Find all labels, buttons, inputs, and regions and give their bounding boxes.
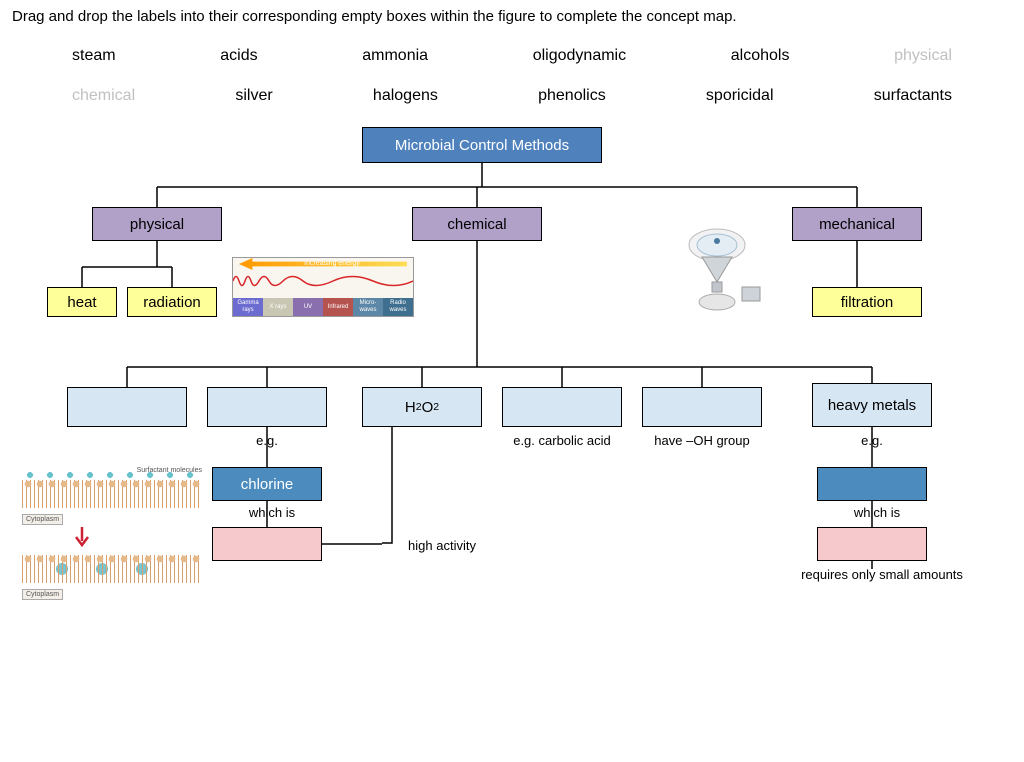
bank-label-sporicidal[interactable]: sporicidal [706,87,774,105]
node-chlorine: chlorine [212,467,322,501]
node-chem4[interactable] [502,387,622,427]
node-physical: physical [92,207,222,241]
node-chemical: chemical [412,207,542,241]
bank-label-silver[interactable]: silver [235,87,272,105]
node-filtration: filtration [812,287,922,317]
spectrum-arrow: Increasing energy [239,258,407,270]
caption-eg_metal: e.g. [812,433,932,448]
caption-req_small: requires only small amounts [772,567,992,582]
node-root: Microbial Control Methods [362,127,602,163]
node-blue_metal[interactable] [817,467,927,501]
bank-label-ammonia[interactable]: ammonia [362,47,428,65]
caption-have_oh: have –OH group [642,433,762,448]
node-pink2[interactable] [817,527,927,561]
bank-label-surfactants[interactable]: surfactants [874,87,952,105]
node-radiation: radiation [127,287,217,317]
caption-which_is2: which is [817,505,937,520]
bank-label-steam[interactable]: steam [72,47,116,65]
node-chem3: H2O2 [362,387,482,427]
node-chem6: heavy metals [812,383,932,427]
bank-label-alcohols[interactable]: alcohols [731,47,790,65]
node-pink1[interactable] [212,527,322,561]
node-chem2[interactable] [207,387,327,427]
bank-row-2: chemical silver halogens phenolics sporicida… [52,87,972,105]
em-spectrum-illustration: Increasing energy Gamma raysX raysUVInfr… [232,257,414,317]
node-chem1[interactable] [67,387,187,427]
bank-label-chemical: chemical [72,87,135,105]
spectrum-wave [233,272,413,290]
node-heat: heat [47,287,117,317]
spectrum-band: UV [293,298,323,316]
spectrum-band: X rays [263,298,293,316]
cytoplasm-label-2: Cytoplasm [22,589,63,600]
bank-row-1: steam acids ammonia oligodynamic alcohols phy… [52,47,972,65]
node-chem5[interactable] [642,387,762,427]
instruction-text: Drag and drop the labels into their corr… [12,8,1012,25]
caption-which_is1: which is [212,505,332,520]
surfactant-membrane-illustration: Surfactant molecules Cytoplasm Cytoplasm [22,467,202,617]
spectrum-band: Radio waves [383,298,413,316]
caption-eg_carbolic: e.g. carbolic acid [502,433,622,448]
bank-label-oligodynamic[interactable]: oligodynamic [533,47,626,65]
bank-label-halogens[interactable]: halogens [373,87,438,105]
bank-label-physical: physical [894,47,952,65]
bank-label-phenolics[interactable]: phenolics [538,87,606,105]
concept-map-canvas: Increasing energy Gamma raysX raysUVInfr… [12,127,1012,647]
spectrum-bands: Gamma raysX raysUVInfraredMicro- wavesRa… [233,298,413,316]
node-mechanical: mechanical [792,207,922,241]
filtration-illustration [662,227,772,317]
spectrum-band: Micro- waves [353,298,383,316]
caption-eg_chlorine: e.g. [207,433,327,448]
label-bank: steam acids ammonia oligodynamic alcohols phy… [52,47,972,105]
spectrum-band: Infrared [323,298,353,316]
caption-high_act: high activity [382,538,502,553]
cytoplasm-label: Cytoplasm [22,514,63,525]
bank-label-acids[interactable]: acids [220,47,257,65]
spectrum-band: Gamma rays [233,298,263,316]
